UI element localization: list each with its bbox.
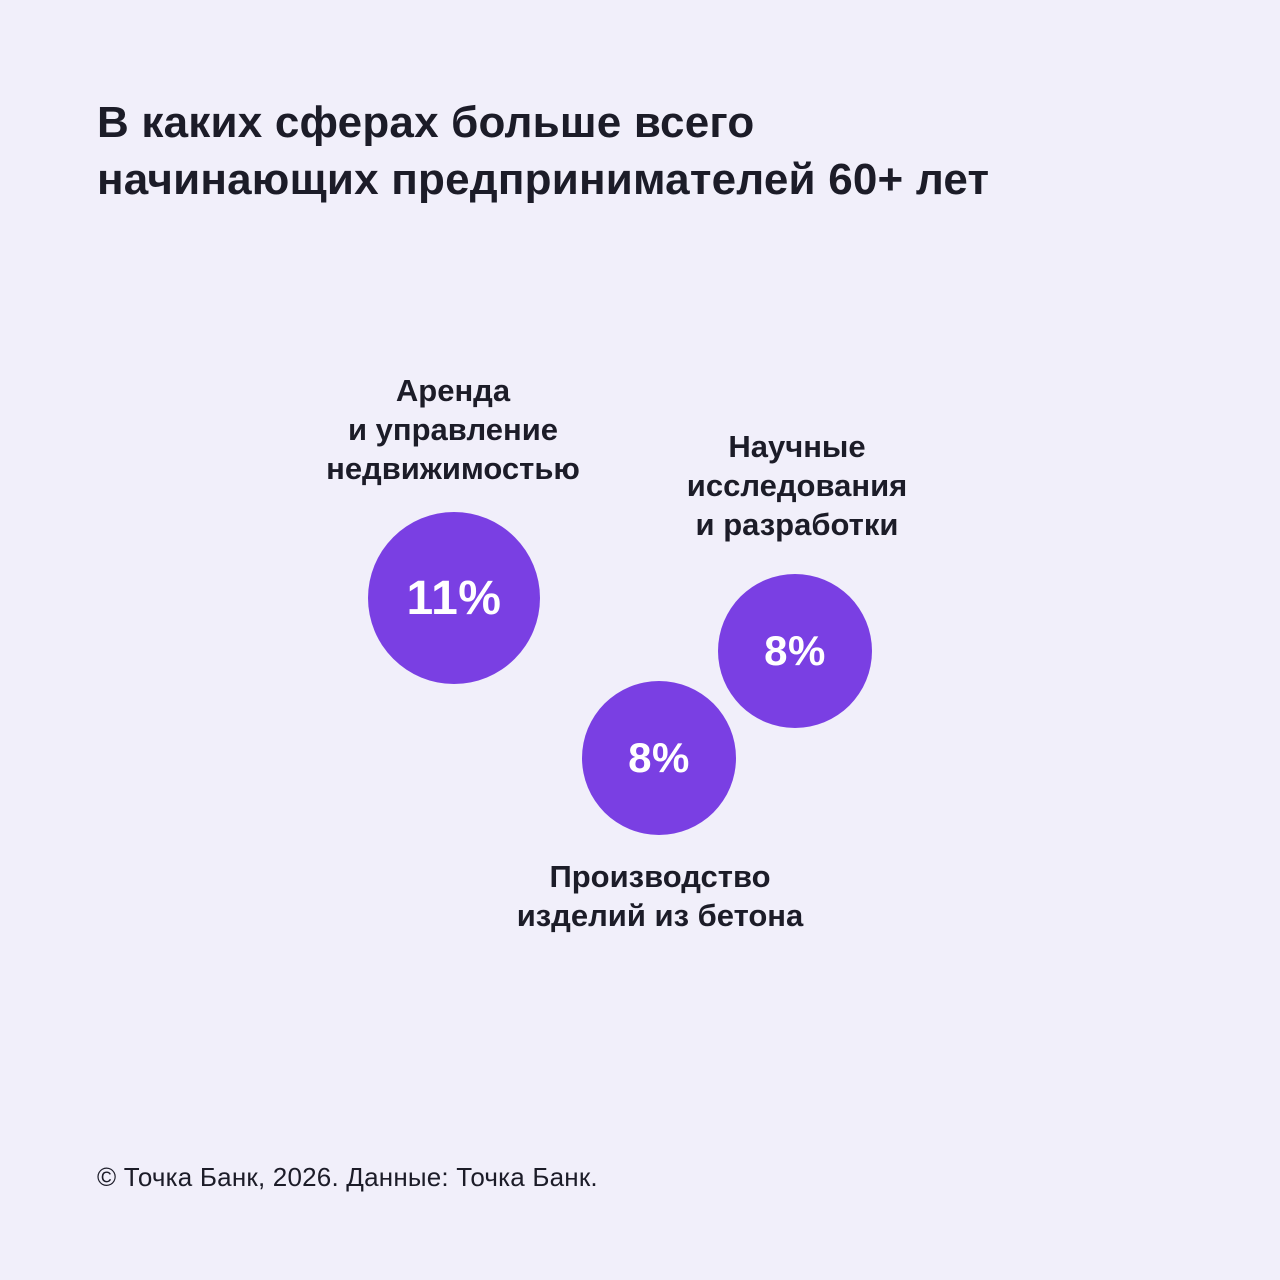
bubble-value-research-development: 8%	[764, 627, 826, 674]
page-title: В каких сферах больше всего начинающих п…	[97, 98, 990, 205]
bubble-concrete-products: 8%	[582, 681, 736, 835]
bubble-value-concrete-products: 8%	[628, 734, 690, 781]
copyright-credit: © Точка Банк, 2026. Данные: Точка Банк.	[97, 1162, 598, 1192]
bubble-label-concrete-products: Производство изделий из бетона	[516, 859, 804, 933]
bubble-label-rent-real-estate: Аренда и управление недвижимостью	[326, 373, 580, 486]
bubble-label-research-development: Научные исследования и разработки	[686, 429, 908, 542]
bubble-research-development: 8%	[718, 574, 872, 728]
bubble-value-rent-real-estate: 11%	[406, 571, 502, 625]
bubble-rent-real-estate: 11%	[368, 512, 540, 684]
